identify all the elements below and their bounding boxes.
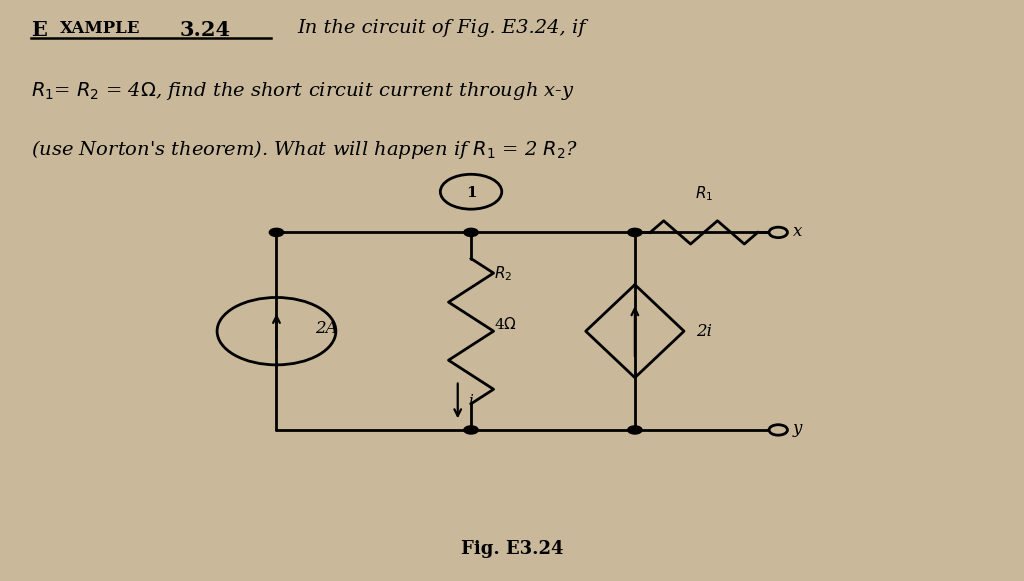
Text: XAMPLE: XAMPLE [59, 20, 140, 37]
Text: i: i [468, 394, 473, 408]
Circle shape [464, 426, 478, 434]
Text: $R_2$: $R_2$ [494, 264, 512, 283]
Circle shape [269, 228, 284, 236]
Text: 2A: 2A [315, 320, 338, 337]
Text: Fig. E3.24: Fig. E3.24 [461, 540, 563, 558]
Text: y: y [793, 420, 802, 437]
Circle shape [628, 426, 642, 434]
Text: 1: 1 [466, 186, 476, 200]
Text: E: E [31, 20, 47, 40]
Circle shape [628, 228, 642, 236]
Text: (use Norton's theorem). What will happen if $R_1$ = 2 $R_2$?: (use Norton's theorem). What will happen… [31, 138, 578, 162]
Text: $R_1$: $R_1$ [695, 185, 713, 203]
Text: In the circuit of Fig. E3.24, if: In the circuit of Fig. E3.24, if [297, 19, 586, 37]
Text: x: x [793, 223, 802, 240]
Text: 2i: 2i [696, 322, 713, 340]
Circle shape [769, 425, 787, 435]
Circle shape [769, 227, 787, 238]
Text: 4$\Omega$: 4$\Omega$ [494, 316, 516, 332]
Text: 3.24: 3.24 [179, 20, 230, 40]
Text: $R_1$= $R_2$ = 4$\Omega$, find the short circuit current through x-y: $R_1$= $R_2$ = 4$\Omega$, find the short… [31, 80, 574, 102]
Circle shape [464, 228, 478, 236]
